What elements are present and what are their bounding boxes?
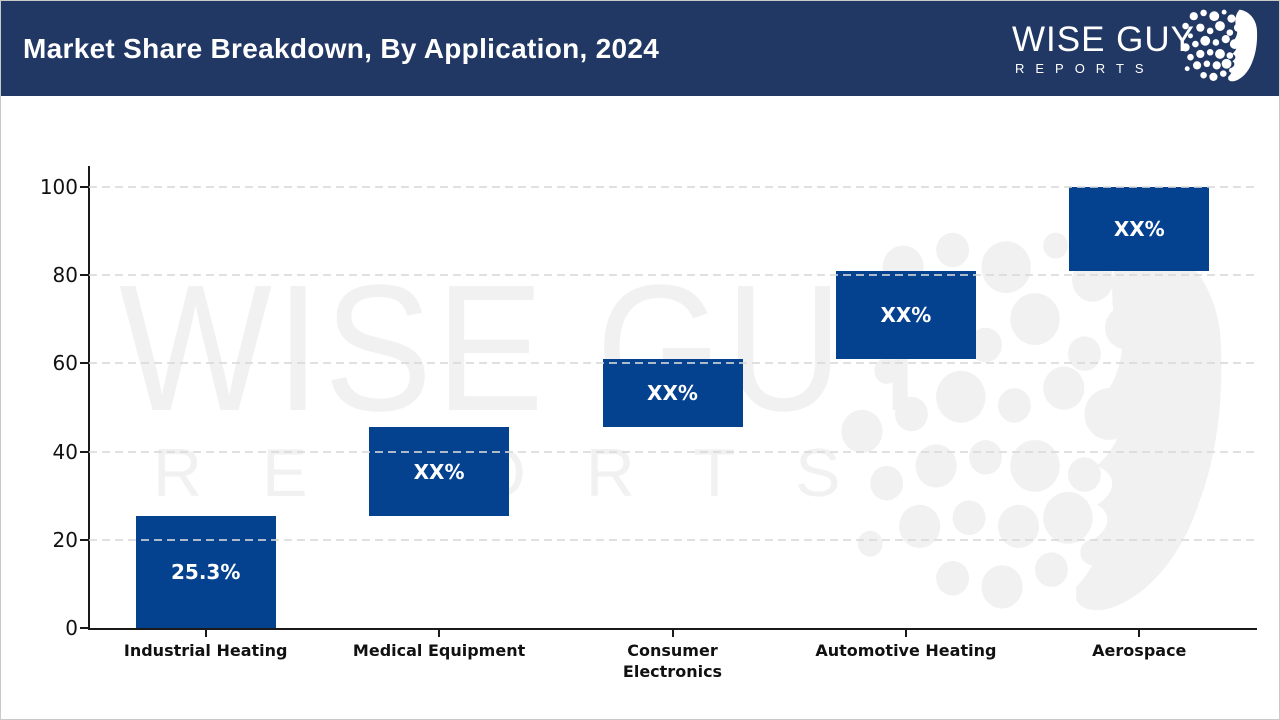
logo-text: WISE GUY REPORTS (1012, 22, 1195, 76)
x-tick-3 (671, 630, 674, 637)
category-label: Industrial Heating (123, 641, 288, 660)
logo-tagline: REPORTS (1014, 60, 1155, 76)
logo-name: WISE GUY (1011, 19, 1195, 59)
header: Market Share Breakdown, By Application, … (1, 1, 1279, 96)
y-tick-60 (80, 362, 89, 365)
x-axis-line (88, 628, 1257, 630)
y-tick-label-100: 100 (39, 175, 78, 199)
category-label: Aerospace (1092, 641, 1187, 660)
y-tick-0 (80, 627, 89, 629)
y-tick-40 (80, 450, 89, 453)
bar-1 (135, 516, 276, 628)
x-tick-5 (1138, 630, 1141, 637)
chart-area: WISE GUY REPORTS 0 20 40 60 80 100 25.3% Indust… (1, 96, 1279, 719)
bar-3 (602, 358, 743, 428)
bar-value-label: 25.3% (170, 560, 241, 585)
wiseguy-logo: WISE GUY REPORTS (1012, 8, 1261, 90)
x-tick-1 (204, 630, 207, 637)
chart-title: Market Share Breakdown, By Application, … (23, 32, 660, 64)
y-tick-80 (80, 274, 89, 277)
y-tick-label-0: 0 (65, 616, 78, 640)
y-tick-100 (80, 186, 89, 188)
bar-value-label: XX% (1113, 216, 1165, 241)
category-label: Consumer Electronics (622, 641, 723, 681)
y-axis-line (88, 166, 90, 630)
gridline-80 (89, 274, 1256, 277)
y-tick-label-20: 20 (52, 527, 78, 552)
y-tick-label-40: 40 (52, 439, 78, 464)
x-tick-4 (904, 630, 907, 637)
gridline-100 (89, 186, 1256, 188)
y-tick-label-60: 60 (52, 351, 78, 376)
gridline-20 (89, 538, 1256, 541)
waterfall-chart: 0 20 40 60 80 100 25.3% Industrial Heating XX% Me… (1, 96, 1279, 719)
bar-2 (369, 427, 510, 517)
y-tick-20 (80, 538, 89, 541)
bar-value-label: XX% (880, 302, 932, 327)
gridline-40 (89, 450, 1256, 453)
category-label: Automotive Heating (815, 641, 997, 660)
bar-value-label: XX% (647, 381, 698, 406)
gridline-60 (89, 362, 1256, 365)
x-tick-2 (438, 630, 441, 637)
bar-value-label: XX% (413, 459, 465, 484)
logo-face-dots-icon (1179, 8, 1261, 90)
category-label: Medical Equipment (352, 641, 526, 660)
y-tick-label-80: 80 (52, 263, 78, 288)
